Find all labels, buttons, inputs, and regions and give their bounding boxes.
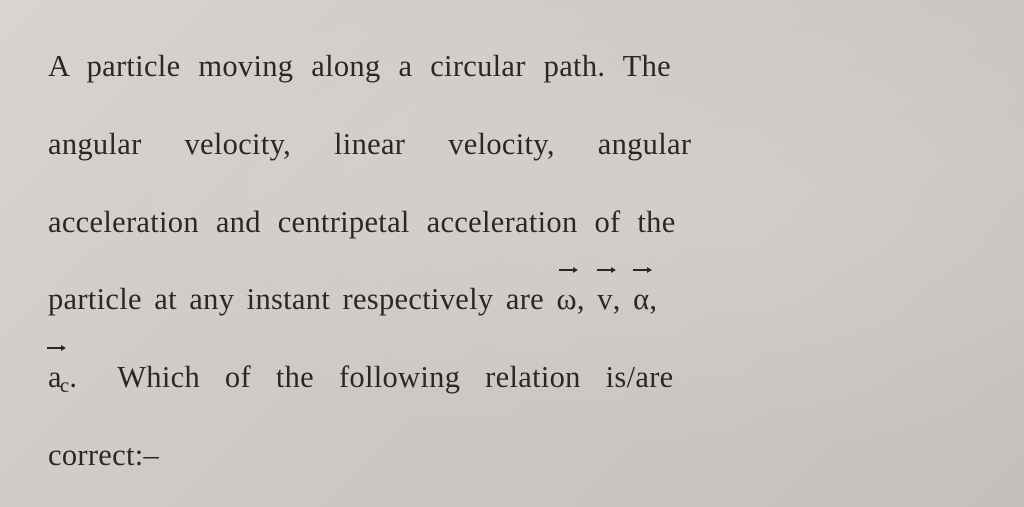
word: velocity, [185,127,292,161]
line-text: . Which of the following relation is/are [69,360,673,394]
vector-alpha: α [633,261,649,339]
vector-a-sub-c: ac [48,360,69,394]
line-text: correct:– [48,438,159,472]
separator: , [613,282,633,316]
separator: , [577,282,597,316]
text-line-4: particle at any instant respectively are… [48,261,984,339]
text-line-6: correct:– [48,417,984,495]
vector-a: a [48,339,62,417]
text-line-2: angular velocity, linear velocity, angul… [48,106,984,184]
line-text: acceleration and centripetal acceleratio… [48,205,676,239]
vector-v: v [597,261,613,339]
word: angular [598,127,692,161]
word: angular [48,127,142,161]
line-text: particle at any instant respectively are [48,282,556,316]
text-line-1: A particle moving along a circular path.… [48,28,984,106]
line-text: A particle moving along a circular path.… [48,49,671,83]
trailing-comma: , [649,282,657,316]
vector-omega: ω [556,261,576,339]
word: velocity, [448,127,555,161]
text-line-3: acceleration and centripetal acceleratio… [48,184,984,262]
question-passage: A particle moving along a circular path.… [48,28,984,495]
word: linear [334,127,405,161]
text-line-5: ac. Which of the following relation is/a… [48,339,984,417]
